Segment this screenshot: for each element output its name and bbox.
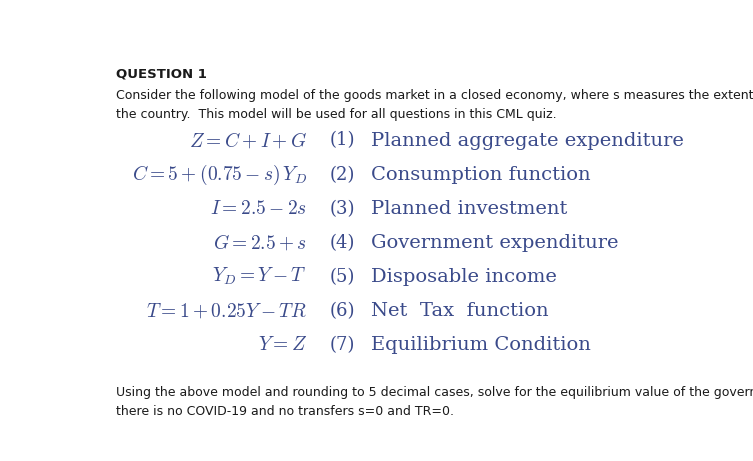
Text: (7): (7) <box>330 336 355 354</box>
Text: Government expenditure: Government expenditure <box>371 234 619 252</box>
Text: $C = 5 + (0.75 - s)\,Y_D$: $C = 5 + (0.75 - s)\,Y_D$ <box>132 163 307 187</box>
Text: Consumption function: Consumption function <box>371 165 591 183</box>
Text: Using the above model and rounding to 5 decimal cases, solve for the equilibrium: Using the above model and rounding to 5 … <box>116 386 753 418</box>
Text: (3): (3) <box>329 200 355 218</box>
Text: Consider the following model of the goods market in a closed economy, where s me: Consider the following model of the good… <box>116 89 753 121</box>
Text: $I = 2.5 - 2s$: $I = 2.5 - 2s$ <box>210 200 307 218</box>
Text: $Y = Z$: $Y = Z$ <box>258 336 307 354</box>
Text: QUESTION 1: QUESTION 1 <box>116 68 207 81</box>
Text: (2): (2) <box>330 165 355 183</box>
Text: (5): (5) <box>330 268 355 286</box>
Text: $T = 1 + 0.25Y - TR$: $T = 1 + 0.25Y - TR$ <box>147 301 307 320</box>
Text: (6): (6) <box>329 302 355 320</box>
Text: $Y_D = Y - T$: $Y_D = Y - T$ <box>212 266 307 288</box>
Text: Equilibrium Condition: Equilibrium Condition <box>371 336 591 354</box>
Text: Planned investment: Planned investment <box>371 200 568 218</box>
Text: Disposable income: Disposable income <box>371 268 557 286</box>
Text: Planned aggregate expenditure: Planned aggregate expenditure <box>371 131 684 149</box>
Text: Net  Tax  function: Net Tax function <box>371 302 549 320</box>
Text: $Z = C + I + G$: $Z = C + I + G$ <box>189 130 307 150</box>
Text: (1): (1) <box>329 131 355 149</box>
Text: (4): (4) <box>330 234 355 252</box>
Text: $G = 2.5 + s$: $G = 2.5 + s$ <box>213 233 307 253</box>
